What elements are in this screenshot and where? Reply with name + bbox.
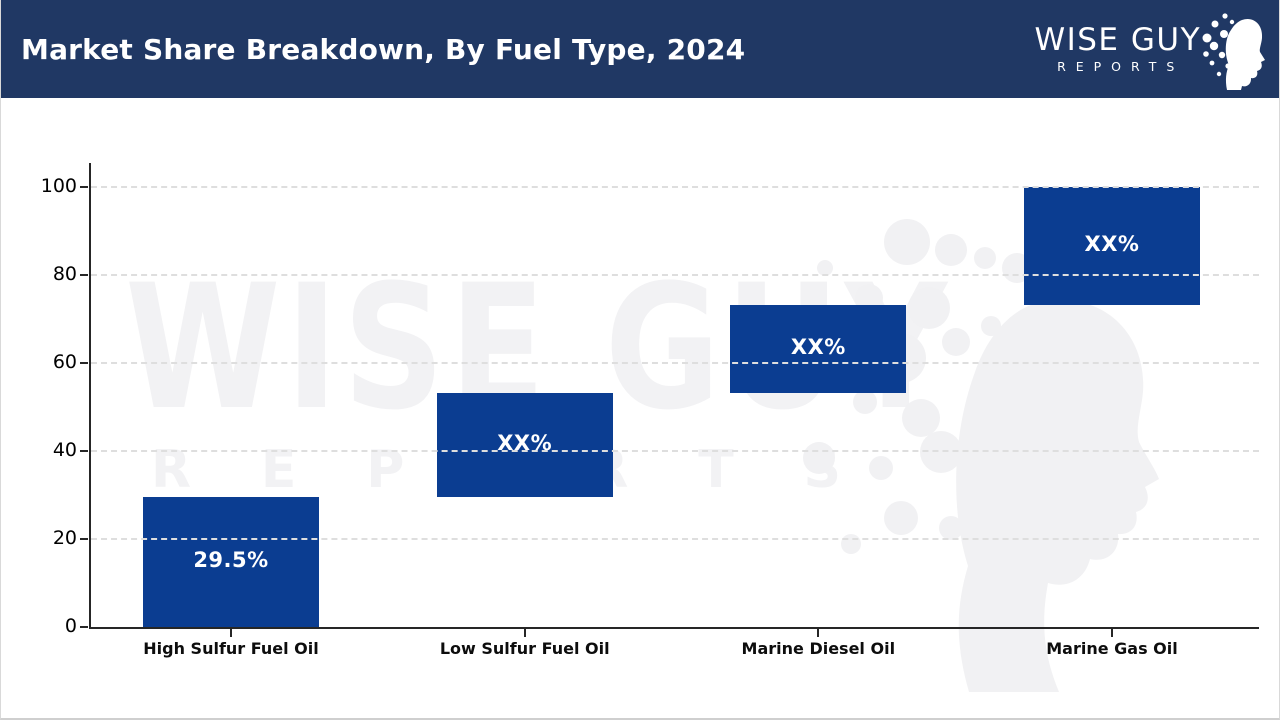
- gridline: [91, 538, 1259, 540]
- watermark-letter: T: [698, 440, 734, 500]
- logo-wordmark: WISE GUY: [1034, 21, 1201, 58]
- logo-face-icon: [1202, 13, 1265, 90]
- chart-title: Market Share Breakdown, By Fuel Type, 20…: [21, 32, 746, 66]
- bar-value-label: XX%: [790, 334, 846, 359]
- gridline: [91, 450, 1259, 452]
- x-category-label: Marine Diesel Oil: [741, 639, 896, 658]
- title-bar: Market Share Breakdown, By Fuel Type, 20…: [1, 0, 1279, 98]
- y-tick-mark: [80, 274, 88, 276]
- y-tick-label: 60: [52, 351, 77, 373]
- bar-segment: [1024, 187, 1200, 305]
- gridline: [91, 186, 1259, 188]
- y-tick-label: 0: [64, 615, 77, 637]
- bar-value-label: XX%: [1084, 231, 1140, 256]
- y-tick-mark: [80, 538, 88, 540]
- wiseguy-logo: WISE GUY REPORTS: [1034, 7, 1267, 91]
- bar-value-label: 29.5%: [193, 548, 269, 573]
- y-tick-label: 20: [52, 527, 77, 549]
- y-tick-mark: [80, 450, 88, 452]
- logo-text: WISE GUY REPORTS: [1034, 24, 1201, 75]
- x-tick-mark: [230, 629, 232, 637]
- gridline: [91, 274, 1259, 276]
- logo-subtext: REPORTS: [1057, 59, 1185, 75]
- x-tick-mark: [1111, 629, 1113, 637]
- watermark-letter: P: [366, 440, 405, 500]
- bar-segment: [436, 392, 613, 498]
- x-category-label: Marine Gas Oil: [1046, 639, 1178, 658]
- x-category-label: Low Sulfur Fuel Oil: [439, 639, 610, 658]
- watermark-letter: E: [260, 440, 297, 500]
- x-category-label: High Sulfur Fuel Oil: [143, 639, 319, 658]
- y-tick-label: 80: [52, 263, 77, 285]
- x-axis-line: [89, 627, 1259, 629]
- x-tick-mark: [523, 629, 526, 637]
- gridline: [91, 362, 1259, 364]
- x-tick-mark: [817, 629, 820, 637]
- y-tick-label: 100: [40, 175, 77, 197]
- watermark-letter: R: [151, 440, 192, 500]
- y-tick-mark: [80, 186, 88, 188]
- bar-segment: [143, 497, 319, 627]
- y-tick-label: 40: [52, 439, 77, 461]
- bar-value-label: XX%: [497, 431, 553, 456]
- y-tick-mark: [80, 362, 88, 364]
- y-axis-line: [89, 163, 91, 629]
- y-tick-mark: [80, 626, 88, 628]
- bar-segment: [730, 304, 907, 393]
